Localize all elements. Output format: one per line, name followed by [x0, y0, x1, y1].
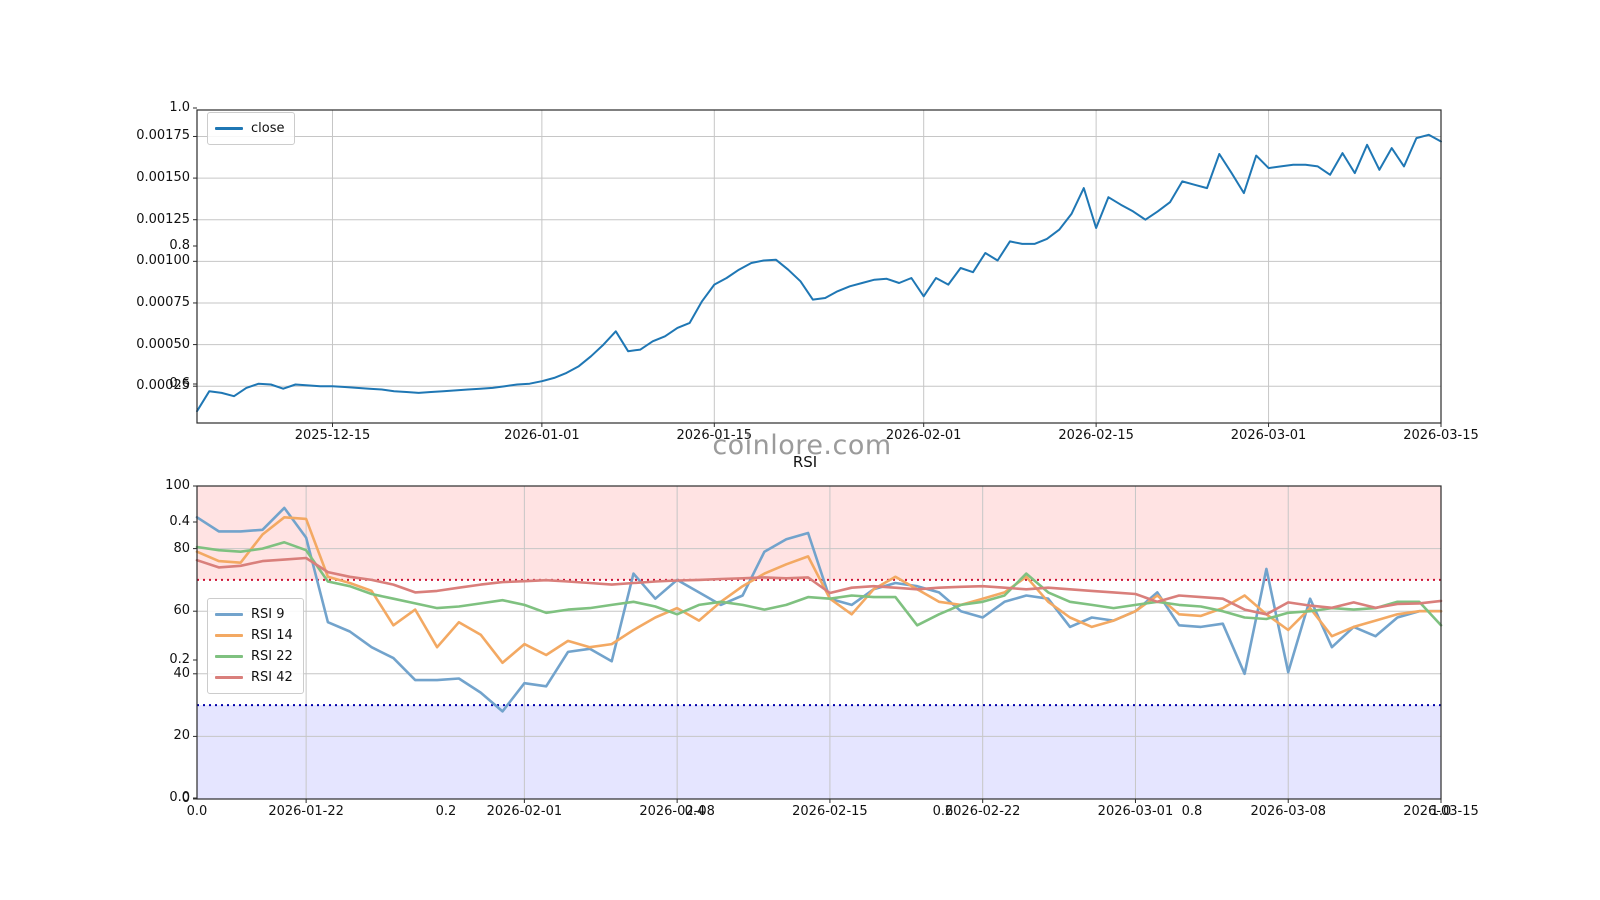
rsi-14-line: [195, 515, 1443, 665]
x-tick-label: 2026-03-01: [1230, 428, 1307, 443]
y-tick-label: 80: [173, 540, 190, 556]
legend-item-rsi9: RSI 9: [215, 604, 293, 625]
figure-x-tick-label: 0.4: [684, 804, 706, 819]
rsi14-line-swatch: [215, 634, 243, 637]
close-line: [196, 133, 1442, 413]
rsi9-line-swatch: [215, 613, 243, 616]
figure-y-tick-label: 0.4: [169, 514, 190, 529]
y-tick-label: 100: [165, 478, 190, 493]
figure-x-tick-label: 0.6: [932, 804, 954, 819]
close-line-swatch: [215, 127, 243, 130]
x-tick-label: 2026-01-22: [268, 804, 344, 819]
legend-item-rsi22: RSI 22: [215, 646, 293, 667]
x-tick-label: 2026-03-15: [1403, 428, 1479, 443]
rsi-title: RSI: [792, 453, 818, 471]
legend-item-close: close: [215, 118, 284, 139]
x-tick-label: 2026-03-01: [1097, 804, 1174, 819]
legend-label-rsi14: RSI 14: [251, 628, 293, 643]
y-tick-label: 0.00125: [136, 211, 190, 227]
y-tick-label: 0.00075: [136, 294, 190, 310]
x-tick-label: 2026-02-01: [486, 804, 563, 819]
axes-frame: [196, 109, 1442, 424]
y-tick-label: 0.00150: [136, 170, 190, 186]
rsi22-line-swatch: [215, 655, 243, 658]
legend-item-rsi14: RSI 14: [215, 625, 293, 646]
oversold-band: [197, 705, 1441, 799]
y-tick-label: 0.00025: [136, 378, 190, 394]
y-tick-label: 0.00100: [136, 253, 190, 269]
watermark: coinlore.com: [712, 430, 892, 461]
figure-x-tick-label: 0.2: [435, 804, 457, 819]
figure-y-tick-label: 0.6: [169, 376, 190, 391]
x-tick-label: 2025-12-15: [294, 428, 371, 443]
figure-y-tick-label: 0.0: [169, 790, 190, 805]
y-tick-label: 0: [181, 791, 190, 806]
y-tick-label: 0.00175: [136, 128, 190, 144]
legend-label-rsi22: RSI 22: [251, 649, 293, 664]
figure-y-tick-label: 0.8: [169, 238, 190, 253]
rsi42-line-swatch: [215, 676, 243, 679]
x-tick-label: 2026-02-22: [944, 804, 1021, 819]
figure-y-tick-label: 0.2: [169, 652, 190, 667]
legend-item-rsi42: RSI 42: [215, 667, 293, 688]
axes-frame: [196, 485, 1442, 800]
legend-label-rsi9: RSI 9: [251, 607, 285, 622]
x-tick-label: 2026-03-08: [1250, 804, 1326, 819]
x-tick-label: 2026-02-08: [639, 804, 715, 819]
legend-rsi: RSI 9 RSI 14 RSI 22 RSI 42: [207, 598, 304, 694]
legend-close: close: [207, 112, 296, 145]
figure-x-tick-label: 0.8: [1181, 804, 1203, 819]
x-tick-label: 2026-03-15: [1403, 804, 1479, 819]
x-tick-label: 2026-02-01: [885, 428, 962, 443]
y-tick-label: 20: [173, 728, 190, 744]
x-tick-label: 2026-02-15: [1058, 428, 1134, 443]
x-tick-label: 2026-01-01: [504, 428, 580, 443]
legend-label-close: close: [251, 121, 285, 136]
rsi-9-line: [195, 506, 1443, 713]
x-tick-label: 2026-02-15: [792, 804, 868, 819]
rsi-42-line: [195, 556, 1443, 616]
rsi-22-line: [195, 540, 1443, 627]
figure-x-tick-label: 0.0: [186, 804, 208, 819]
figure-y-tick-label: 1.0: [169, 100, 190, 115]
y-tick-label: 0.00050: [136, 336, 190, 352]
y-tick-label: 40: [173, 665, 190, 681]
x-tick-label: 2026-01-15: [676, 428, 753, 443]
figure-x-tick-label: 1.0: [1430, 804, 1452, 819]
legend-label-rsi42: RSI 42: [251, 670, 293, 685]
y-tick-label: 60: [173, 603, 190, 619]
